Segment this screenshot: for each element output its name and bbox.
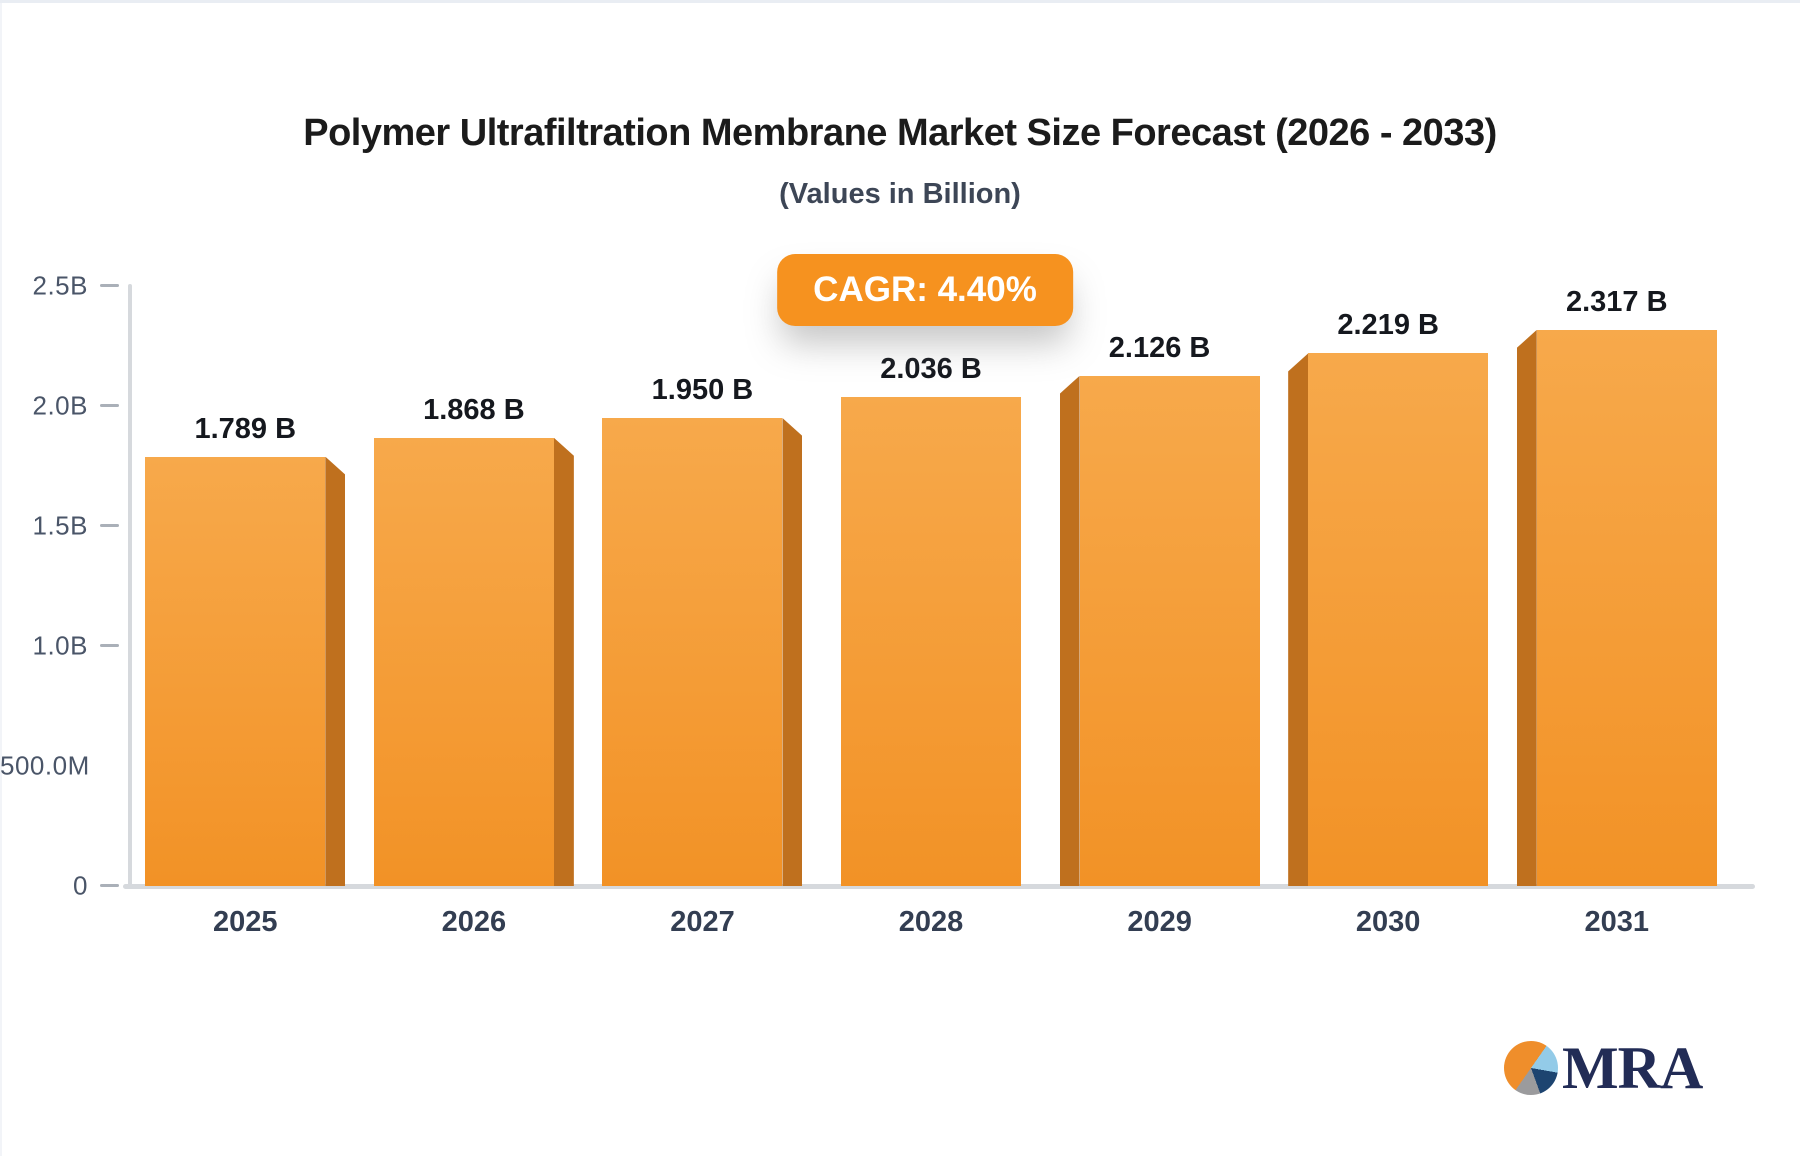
- bar-band-2025: 1.789 B: [131, 286, 360, 886]
- bar-2031: [1516, 329, 1717, 886]
- x-label-2028: 2028: [898, 906, 964, 938]
- y-tick-1.5B: 1.5B: [0, 511, 131, 541]
- y-tick-dash-icon: [100, 284, 119, 287]
- cagr-badge: CAGR: 4.40%: [777, 254, 1073, 326]
- bar-2029: [1059, 375, 1260, 886]
- bar-value-label: 2.126 B: [1108, 331, 1211, 364]
- y-tick-label: 2.0B: [32, 390, 88, 421]
- y-axis: 2.5B 2.0B 1.5B 1.0B 500.0M 0: [0, 271, 131, 901]
- x-label-2027: 2027: [670, 906, 735, 938]
- y-tick-dash-icon: [100, 524, 119, 527]
- bar-column: 2.317 B: [1516, 285, 1717, 886]
- x-label-2025: 2025: [213, 906, 278, 938]
- bar-column: 2.219 B: [1288, 309, 1489, 886]
- y-tick-500.0M: 500.0M: [0, 751, 131, 781]
- y-tick-label: 500.0M: [0, 750, 90, 781]
- bar-value-label: 2.219 B: [1337, 309, 1439, 342]
- bar-column: 1.789 B: [145, 412, 346, 886]
- brand-logo: MRA: [1504, 1035, 1703, 1101]
- bar-band-2028: 2.036 B: [817, 286, 1046, 886]
- bar-face: [1079, 375, 1260, 886]
- bar-value-label: 1.868 B: [423, 393, 525, 426]
- x-label-2029: 2029: [1127, 906, 1192, 938]
- bar-column: 1.868 B: [373, 393, 574, 886]
- y-tick-0: 0: [0, 871, 131, 901]
- bar-column: 2.126 B: [1059, 331, 1260, 886]
- y-tick-dash-icon: [100, 884, 119, 887]
- bar-face: [373, 437, 554, 886]
- y-tick-2.0B: 2.0B: [0, 391, 131, 421]
- bar-3d-side: [325, 456, 346, 886]
- bar-band-2030: 2.219 B: [1274, 286, 1503, 886]
- bar-value-label: 1.789 B: [194, 412, 297, 445]
- bar-3d-side: [553, 437, 574, 886]
- bar-2025: [145, 456, 346, 886]
- pie-chart-logo-icon: [1504, 1041, 1558, 1095]
- bar-2027: [602, 418, 803, 886]
- x-label-2030: 2030: [1355, 906, 1421, 938]
- bar-2026: [373, 437, 574, 886]
- x-axis-line: [123, 884, 1755, 889]
- bar-column: 1.950 B: [602, 374, 803, 886]
- y-tick-2.5B: 2.5B: [0, 271, 131, 301]
- bar-face: [1308, 353, 1489, 886]
- bar-face: [602, 418, 783, 886]
- x-axis-labels: 2025 2026 2027 2028 2029 2030 2031: [131, 906, 1731, 939]
- bars: 1.789 B 1.868 B 1.950 B 2.036 B 2.126 B 2.219…: [131, 286, 1731, 886]
- bar-2028: [841, 397, 1022, 886]
- y-tick-1.0B: 1.0B: [0, 631, 131, 661]
- bar-band-2029: 2.126 B: [1045, 286, 1274, 886]
- bar-face: [841, 397, 1022, 886]
- y-tick-dash-icon: [100, 644, 119, 647]
- y-tick-label: 1.5B: [32, 510, 88, 541]
- bar-value-label: 1.950 B: [651, 374, 754, 406]
- bar-band-2031: 2.317 B: [1502, 286, 1731, 886]
- y-tick-label: 1.0B: [32, 630, 88, 661]
- bar-face: [1536, 329, 1717, 886]
- chart-subtitle: (Values in Billion): [779, 178, 1021, 210]
- x-label-2031: 2031: [1584, 906, 1650, 938]
- bar-band-2026: 1.868 B: [360, 286, 589, 886]
- y-axis-line: [128, 284, 132, 888]
- bar-face: [145, 456, 326, 886]
- bar-column: 2.036 B: [841, 353, 1022, 886]
- bar-value-label: 2.317 B: [1565, 285, 1668, 318]
- bar-band-2027: 1.950 B: [588, 286, 817, 886]
- bar-2030: [1288, 353, 1489, 886]
- bar-3d-side: [1288, 353, 1309, 886]
- chart-title: Polymer Ultrafiltration Membrane Market …: [303, 112, 1497, 154]
- y-tick-label: 0: [73, 870, 88, 901]
- bar-3d-side: [1516, 329, 1537, 886]
- bar-3d-side: [782, 418, 803, 886]
- brand-logo-text: MRA: [1562, 1035, 1703, 1101]
- bar-value-label: 2.036 B: [880, 353, 982, 386]
- y-tick-label: 2.5B: [32, 270, 88, 301]
- y-tick-dash-icon: [100, 404, 119, 407]
- bar-3d-side: [1059, 375, 1080, 886]
- x-label-2026: 2026: [441, 906, 507, 938]
